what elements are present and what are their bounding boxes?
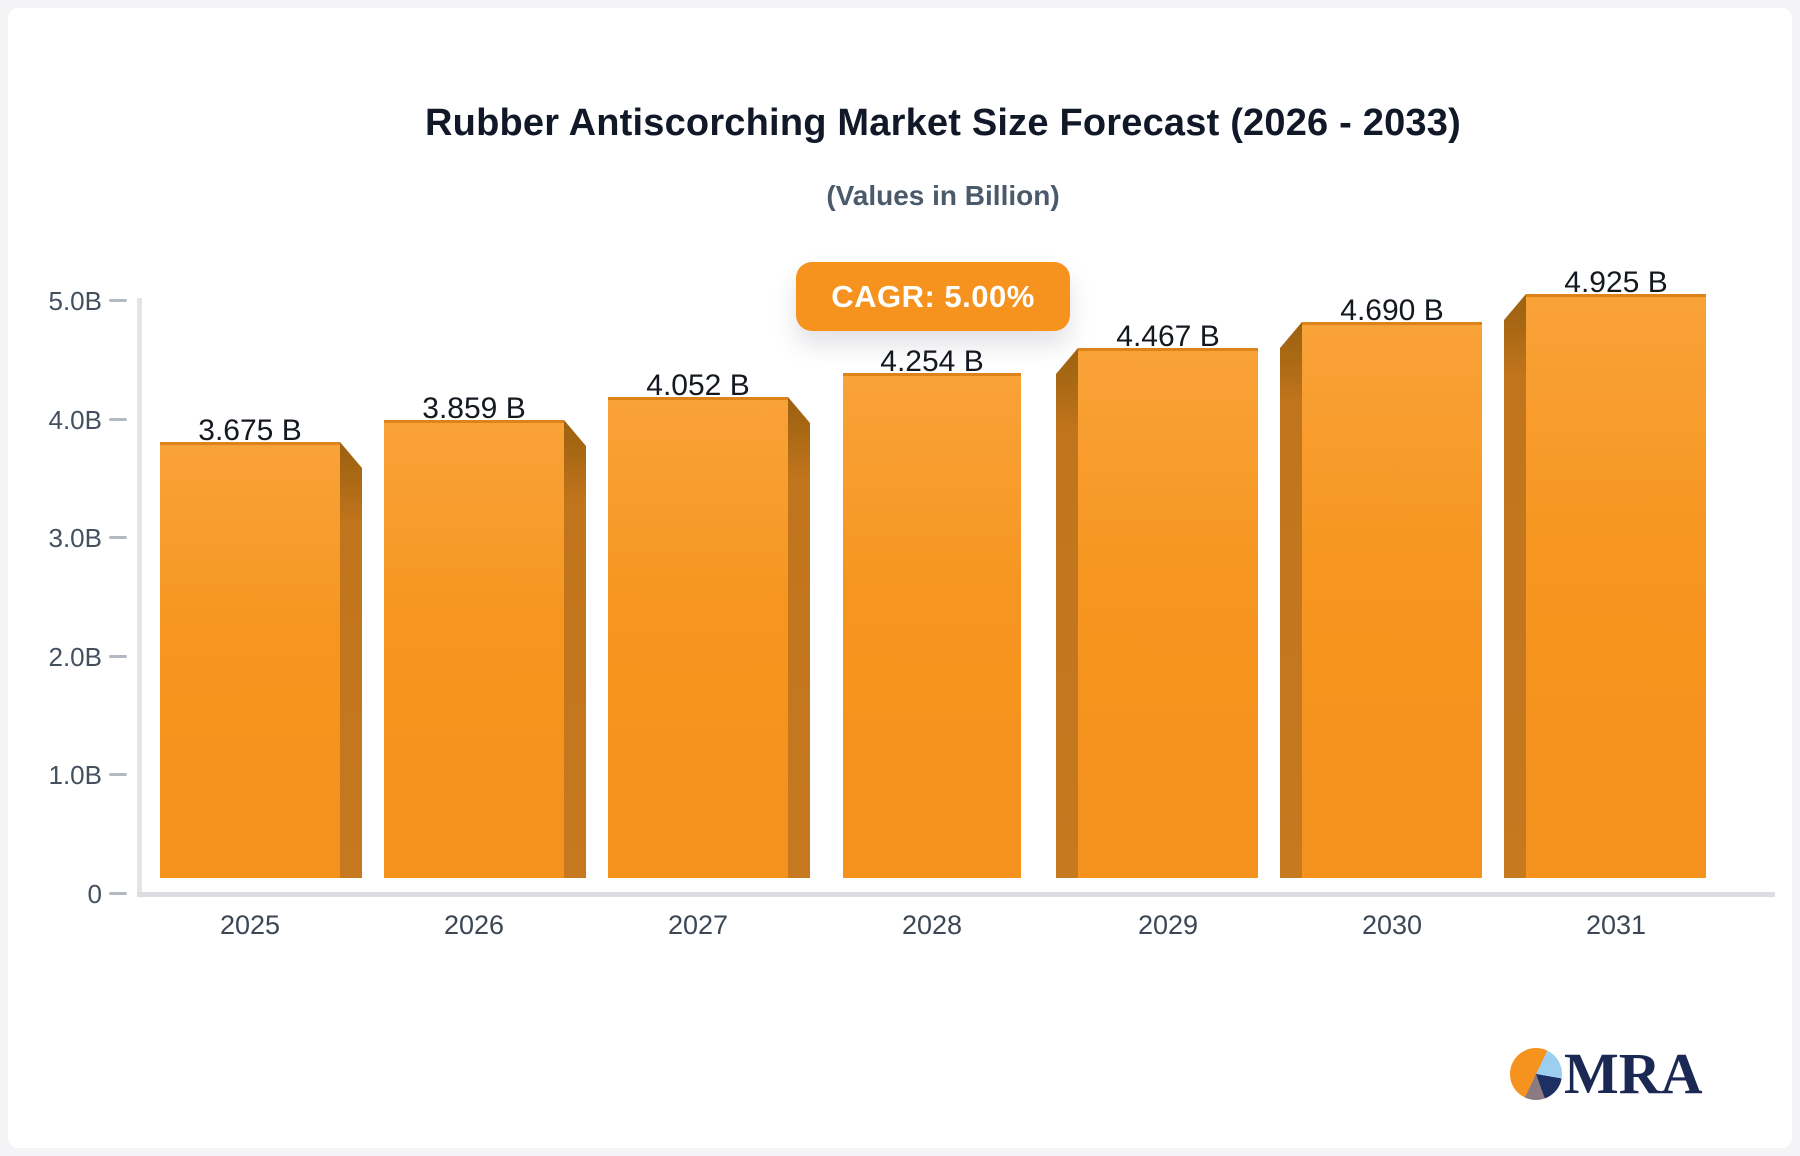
bar-2030: [1280, 322, 1482, 878]
y-tick-mark: [109, 892, 127, 895]
cagr-badge: CAGR: 5.00%: [796, 262, 1070, 331]
x-axis-year-label: 2027: [667, 910, 729, 940]
bar-front-face: [1302, 322, 1482, 878]
x-axis-year-label: 2030: [1361, 910, 1423, 940]
y-tick-label: 2.0B: [48, 641, 103, 672]
y-axis-line: [137, 298, 142, 894]
bar-2029: [1056, 348, 1258, 878]
cagr-badge-label: CAGR: 5.00%: [831, 278, 1035, 314]
pie-chart-logo-icon: [1510, 1048, 1562, 1100]
bar-front-face: [1526, 294, 1706, 878]
brand-logo-text: MRA: [1564, 1041, 1703, 1106]
chart-title: Rubber Antiscorching Market Size Forecas…: [425, 102, 1461, 144]
y-tick-label: 0: [87, 879, 102, 909]
bar-value-label: 3.859 B: [422, 392, 526, 425]
y-tick-label: 3.0B: [48, 523, 103, 554]
chart-card: Rubber Antiscorching Market Size Forecas…: [8, 8, 1792, 1148]
x-axis-year-label: 2029: [1137, 910, 1199, 940]
bar-front-face: [608, 397, 788, 878]
brand-logo: MRA: [1510, 1041, 1703, 1106]
bar-2025: [160, 442, 362, 878]
bar-value-label: 4.690 B: [1340, 294, 1444, 327]
y-tick-label: 5.0B: [48, 286, 103, 316]
bar-value-label: 4.254 B: [880, 345, 984, 378]
bar-value-label: 4.925 B: [1564, 266, 1668, 299]
y-tick-mark: [109, 654, 127, 658]
x-axis-year-label: 2026: [443, 910, 505, 940]
bar-front-face: [1078, 348, 1258, 878]
bar-front-face: [384, 420, 564, 878]
x-axis-year-label: 2028: [901, 910, 963, 940]
bar-3d-side: [1056, 348, 1078, 878]
y-tick-mark: [109, 773, 127, 777]
bar-3d-side: [1280, 322, 1302, 878]
x-axis-year-label: 2031: [1585, 910, 1647, 940]
chart-subtitle: (Values in Billion): [826, 180, 1060, 211]
y-tick-label: 1.0B: [48, 760, 103, 791]
bar-2026: [384, 420, 586, 878]
bar-value-label: 3.675 B: [198, 414, 302, 447]
bar-2028: [843, 373, 1021, 878]
bar-3d-side: [564, 420, 586, 878]
x-axis-line: [137, 892, 1775, 897]
bar-front-face: [160, 442, 340, 878]
y-tick-label: 4.0B: [48, 404, 103, 435]
bar-3d-side: [340, 442, 362, 878]
bar-front-face: [843, 373, 1021, 878]
bar-3d-side: [1504, 294, 1526, 878]
y-tick-mark: [109, 417, 127, 421]
bar-value-label: 4.052 B: [646, 369, 750, 402]
bar-2031: [1504, 294, 1706, 878]
y-tick-mark: [109, 536, 127, 540]
x-axis-year-label: 2025: [219, 910, 281, 940]
y-tick-mark: [109, 299, 127, 302]
bar-3d-side: [788, 397, 810, 878]
bar-value-label: 4.467 B: [1116, 320, 1220, 353]
bar-2027: [608, 397, 810, 878]
